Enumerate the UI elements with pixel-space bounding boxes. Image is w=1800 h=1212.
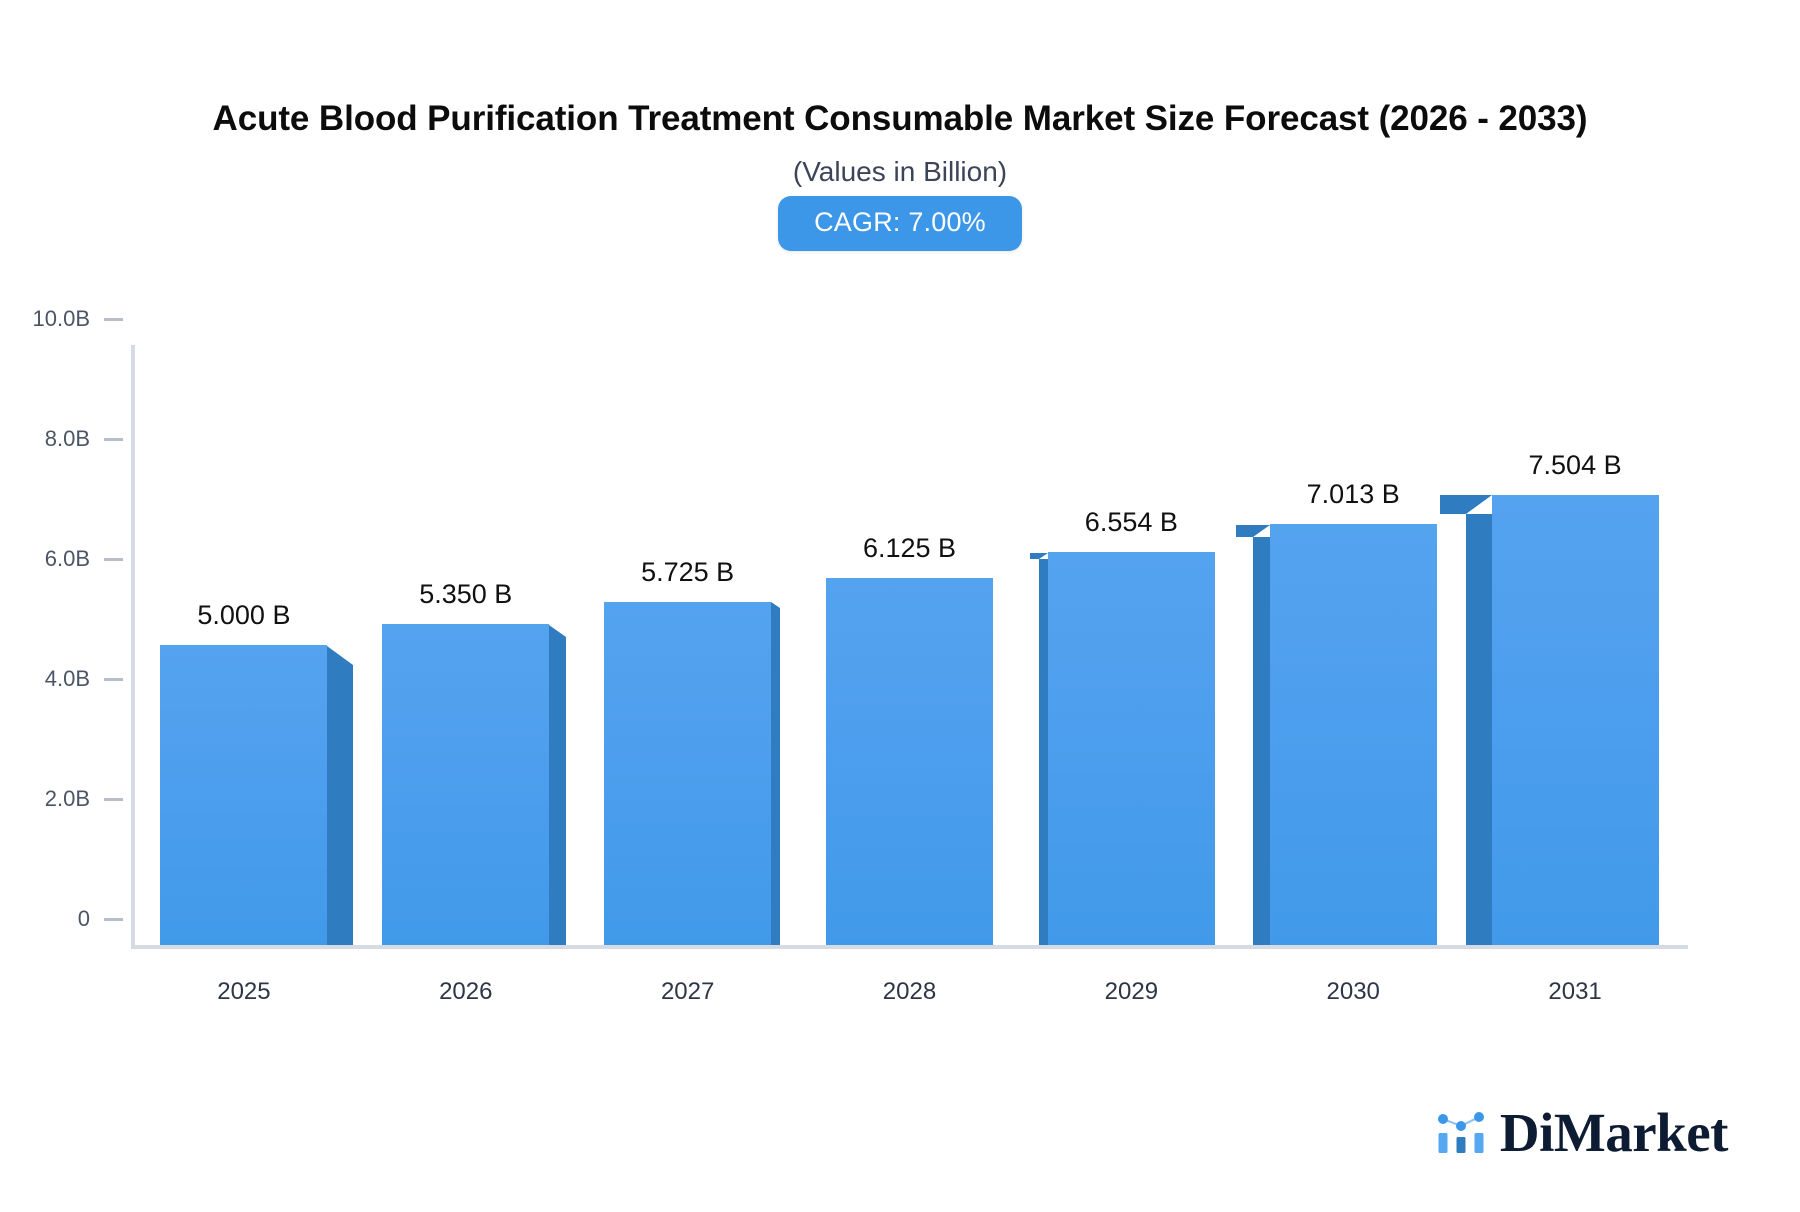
x-axis-label: 2029	[1104, 978, 1159, 1005]
y-axis-line	[131, 345, 135, 945]
x-axis-label: 2030	[1326, 978, 1380, 1005]
cagr-badge: CAGR: 7.00%	[778, 196, 1022, 252]
bar-series: 5.000 B 5.350 B 5.725 B 6.125 B 6.554 B 7.013…	[133, 345, 1686, 945]
y-axis-tick-label: 10.0B	[32, 306, 91, 331]
bar-side-face	[1038, 558, 1048, 945]
x-axis-label: 2031	[1548, 978, 1602, 1005]
y-axis-tick-mark	[104, 677, 123, 681]
y-axis-tick: 2.0B	[8, 786, 133, 812]
plot-area: 0 2.0B 4.0B 6.0B 8.0B 10.0B 5.000 B 5.350 B 5.7…	[33, 306, 1688, 949]
y-axis-tick: 4.0B	[8, 666, 133, 692]
y-axis-tick-mark	[104, 437, 123, 441]
bar-side-face	[1465, 514, 1492, 945]
y-axis-tick-label: 2.0B	[44, 786, 90, 811]
y-axis-tick-label: 6.0B	[44, 546, 90, 571]
y-axis-tick-label: 0	[77, 906, 90, 931]
bar-column[interactable]: 7.504 B	[1439, 450, 1659, 945]
bar-top-bevel	[771, 602, 789, 609]
bar-value-label: 7.504 B	[1528, 449, 1622, 480]
bar-value-label: 7.013 B	[1306, 479, 1400, 510]
y-axis-tick: 0	[8, 906, 133, 932]
y-axis-tick-mark	[104, 797, 123, 801]
logo-wordmark: DiMarket	[1499, 1102, 1729, 1163]
bar-value-label: 6.125 B	[862, 532, 957, 563]
cagr-badge-wrapper: CAGR: 7.00%	[0, 196, 1800, 252]
bar-side-face	[327, 664, 354, 945]
y-axis-tick: 8.0B	[8, 426, 133, 452]
bar-value-label: 6.554 B	[1084, 506, 1178, 537]
y-axis-tick-label: 8.0B	[44, 426, 90, 451]
bar-front-face	[1269, 524, 1437, 945]
bar-column[interactable]: 5.725 B	[604, 557, 781, 945]
bar-top-bevel	[1439, 495, 1492, 515]
bar-top-bevel	[1235, 524, 1270, 537]
bar-value-label: 5.725 B	[641, 556, 735, 587]
bar-side-face	[771, 608, 781, 945]
bar-front-face	[1047, 551, 1215, 945]
bar-side-face	[549, 636, 567, 945]
bar-front-face	[604, 601, 772, 945]
y-axis-tick-mark	[104, 917, 123, 921]
y-axis-tick-label: 4.0B	[44, 666, 90, 691]
y-axis-tick: 10.0B	[8, 306, 133, 332]
x-axis-line	[131, 945, 1688, 949]
bar-front-face	[826, 577, 993, 945]
chart-header: Acute Blood Purification Treatment Consu…	[0, 96, 1800, 252]
x-axis-label: 2027	[660, 978, 715, 1005]
y-axis-tick: 6.0B	[8, 546, 133, 572]
dimarket-logo: DiMarket	[1434, 1102, 1729, 1163]
bar-top-bevel	[1029, 552, 1048, 559]
bar-front-face	[160, 645, 328, 945]
bar-top-bevel	[327, 645, 379, 665]
y-axis-tick-mark	[104, 317, 123, 321]
bar-side-face	[1252, 536, 1270, 945]
bar-top-bevel	[549, 624, 583, 637]
chart-subtitle: (Values in Billion)	[792, 156, 1008, 188]
y-axis-tick-mark	[104, 557, 123, 561]
bar-front-face	[382, 624, 550, 945]
x-axis-label: 2025	[217, 978, 271, 1005]
bar-value-label: 5.000 B	[197, 600, 291, 630]
bar-column[interactable]: 6.554 B	[1029, 507, 1215, 945]
x-axis-label: 2028	[882, 978, 937, 1005]
x-axis-labels: 2025 2026 2027 2028 2029 2030 2031	[133, 978, 1686, 1018]
page-title: Acute Blood Purification Treatment Consu…	[212, 99, 1588, 138]
bar-front-face	[1491, 494, 1659, 945]
bar-column[interactable]: 6.125 B	[826, 533, 993, 945]
bar-column[interactable]: 7.013 B	[1235, 479, 1437, 945]
x-axis-label: 2026	[439, 978, 493, 1005]
bar-chart-line-icon	[1437, 1111, 1484, 1153]
bar-column[interactable]: 5.000 B	[160, 600, 354, 945]
bar-column[interactable]: 5.350 B	[382, 579, 567, 945]
bar-value-label: 5.350 B	[419, 579, 513, 609]
